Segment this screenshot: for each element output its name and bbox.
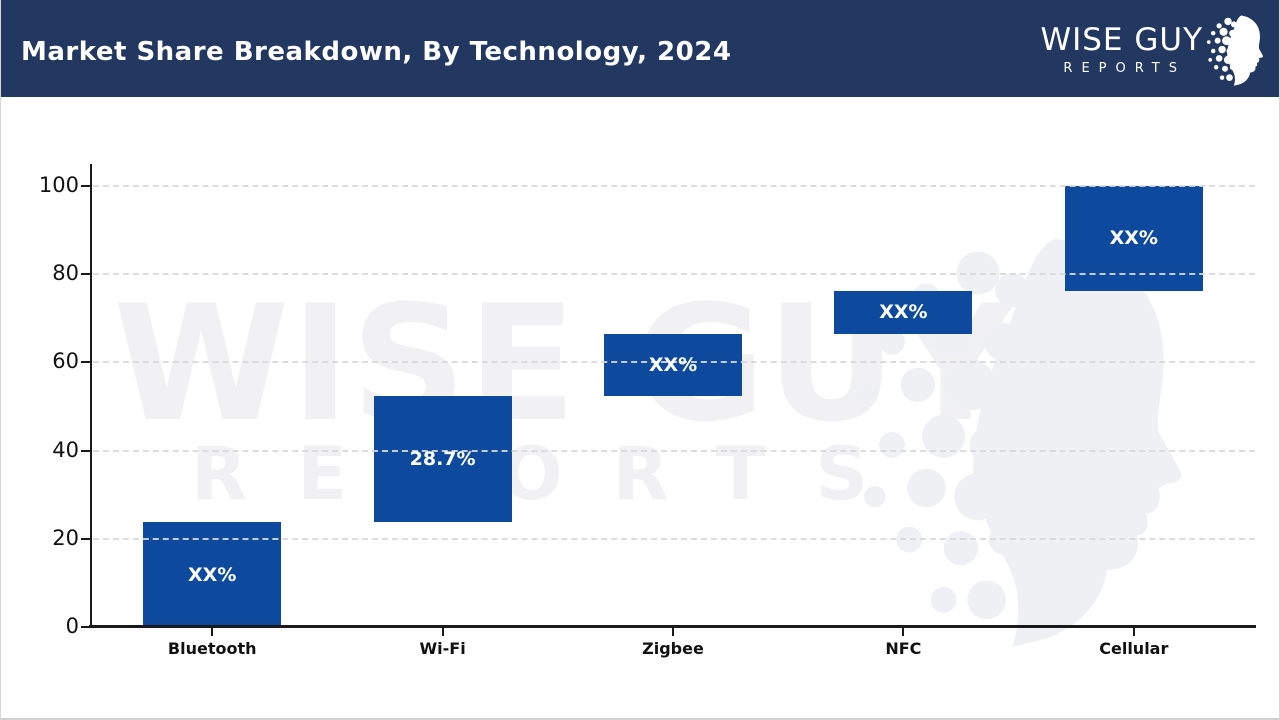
- y-tick-mark: [81, 273, 90, 276]
- bar-value-label: XX%: [648, 353, 698, 376]
- y-tick-mark: [81, 185, 90, 187]
- bar-cellular: [1064, 186, 1203, 291]
- y-tick-label: 60: [52, 349, 79, 374]
- y-tick-mark: [81, 361, 90, 364]
- gridline: [93, 449, 1255, 452]
- wise-guy-face-icon: [1206, 14, 1263, 86]
- x-tick-mark: [672, 628, 674, 636]
- bar-wi-fi: [373, 395, 512, 523]
- gridline: [93, 537, 1255, 540]
- x-tick-mark: [441, 628, 444, 636]
- y-tick-mark: [81, 537, 90, 540]
- brand-logo-text: WISE GUY REPORTS: [1040, 22, 1203, 77]
- bar-value-label: XX%: [879, 301, 928, 324]
- x-category-label: Wi-Fi: [419, 639, 466, 658]
- watermark-text-line2: REPORTS: [191, 432, 918, 517]
- x-category-label: Bluetooth: [167, 639, 257, 658]
- y-tick-label: 100: [38, 173, 79, 197]
- x-tick-mark: [211, 628, 214, 636]
- header-bar: Market Share Breakdown, By Technology, 2…: [1, 0, 1279, 97]
- brand-subtitle: REPORTS: [1063, 61, 1187, 76]
- gridline: [93, 185, 1255, 187]
- y-tick-mark: [81, 449, 90, 452]
- y-tick-label: 20: [52, 525, 79, 550]
- brand-logo: WISE GUY REPORTS: [1040, 7, 1265, 95]
- x-tick-mark: [902, 628, 905, 636]
- x-axis-spine: [89, 625, 1256, 628]
- x-category-label: Zigbee: [642, 639, 704, 658]
- bar-zigbee: [604, 333, 742, 396]
- y-axis-spine: [90, 164, 92, 627]
- gridline: [93, 361, 1255, 364]
- bar-nfc: [834, 290, 973, 334]
- page-title: Market Share Breakdown, By Technology, 2…: [21, 36, 732, 67]
- x-category-label: NFC: [885, 639, 922, 658]
- bar-value-label: 28.7%: [409, 448, 476, 471]
- x-tick-mark: [1132, 628, 1135, 636]
- y-tick-label: 80: [52, 261, 79, 286]
- brand-name: WISE GUY: [1040, 22, 1203, 58]
- gridline: [93, 273, 1255, 276]
- y-tick-mark: [81, 626, 90, 628]
- bar-value-label: XX%: [1109, 227, 1158, 250]
- y-tick-label: 0: [65, 614, 79, 638]
- y-tick-label: 40: [52, 437, 79, 462]
- x-category-label: Cellular: [1099, 639, 1169, 658]
- bar-value-label: XX%: [188, 563, 237, 586]
- bar-bluetooth: [143, 522, 282, 627]
